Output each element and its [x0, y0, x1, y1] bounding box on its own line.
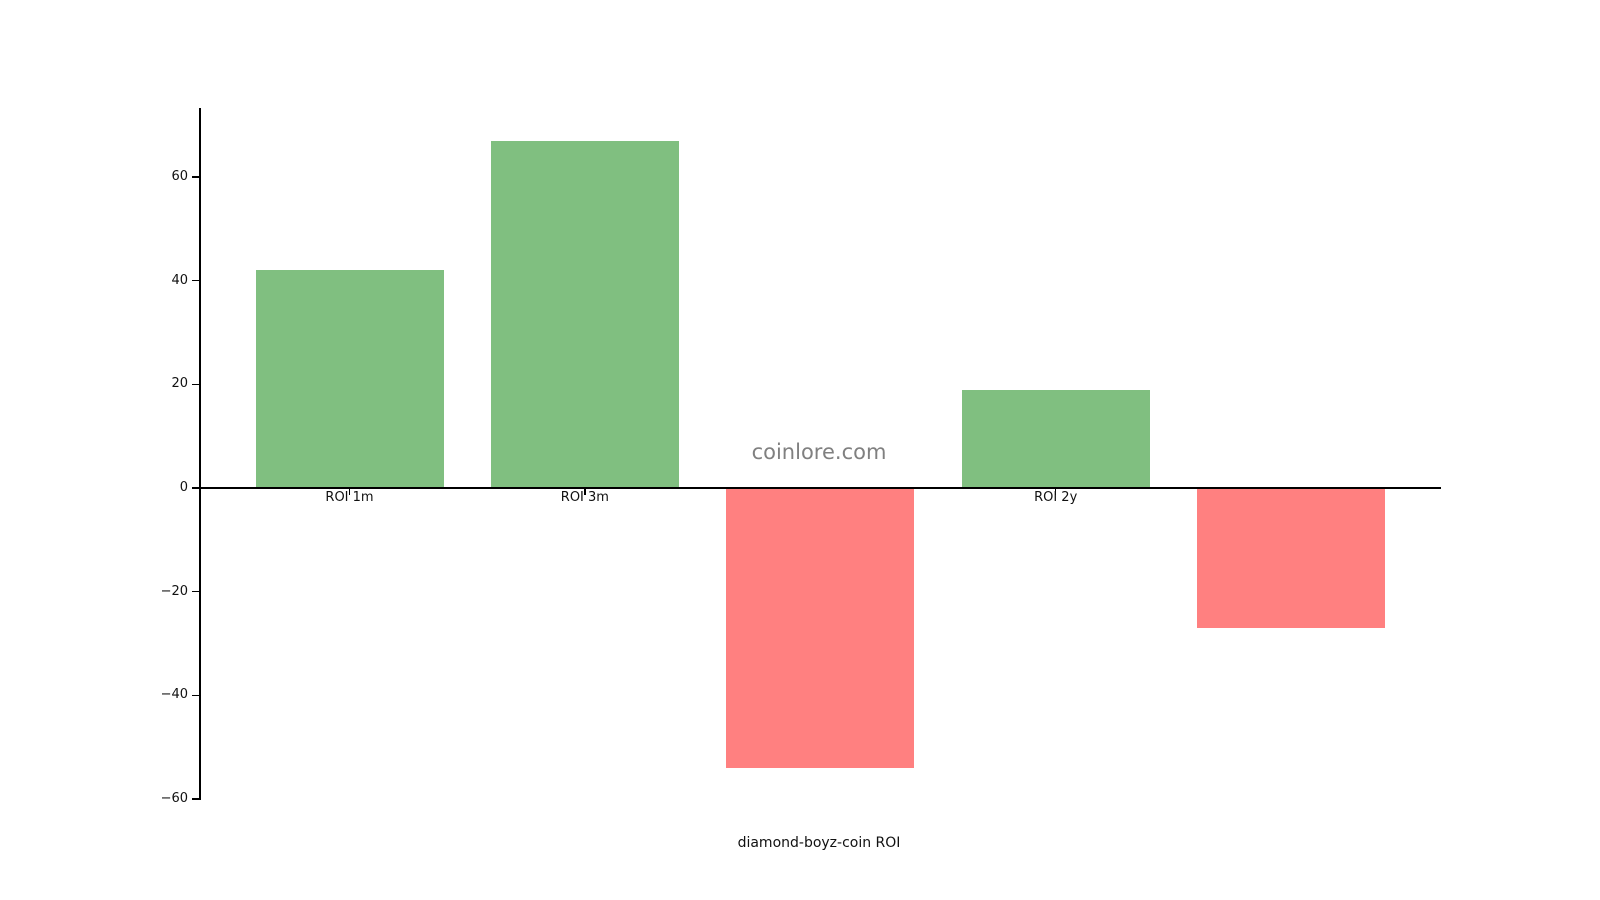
y-tick-mark [192, 279, 200, 282]
watermark-text: coinlore.com [751, 440, 887, 464]
y-tick-mark [192, 694, 200, 697]
y-tick-label: 40 [171, 272, 188, 288]
y-tick-label: −20 [160, 583, 188, 599]
y-tick-label: 0 [179, 480, 188, 495]
y-tick-label: 60 [171, 168, 188, 184]
x-tick-mark [1054, 488, 1057, 495]
y-tick-label: 20 [171, 376, 188, 392]
x-tick-mark [584, 488, 586, 495]
x-axis-title: diamond-boyz-coin ROI [737, 835, 901, 851]
y-tick-mark [192, 383, 200, 386]
bar-4 [1197, 488, 1386, 628]
y-tick-mark [192, 487, 200, 489]
y-axis-line [199, 108, 201, 800]
y-tick-mark [192, 798, 200, 800]
bar-0-roi-1m [255, 270, 444, 488]
y-tick-mark [192, 590, 200, 593]
y-tick-mark [192, 176, 200, 178]
x-axis-line [199, 487, 1441, 489]
bar-3-roi-2y [961, 389, 1150, 488]
x-tick-label-roi-1m: ROI 1m [325, 490, 374, 505]
y-tick-label: −40 [160, 687, 188, 703]
x-tick-label-roi-2y: ROI 2y [1034, 490, 1078, 505]
x-tick-label-roi-3m: ROI 3m [560, 490, 609, 505]
bar-1-roi-3m [490, 140, 679, 488]
bar-2 [726, 488, 915, 768]
x-tick-mark [348, 488, 351, 495]
y-tick-label: −60 [160, 791, 188, 806]
